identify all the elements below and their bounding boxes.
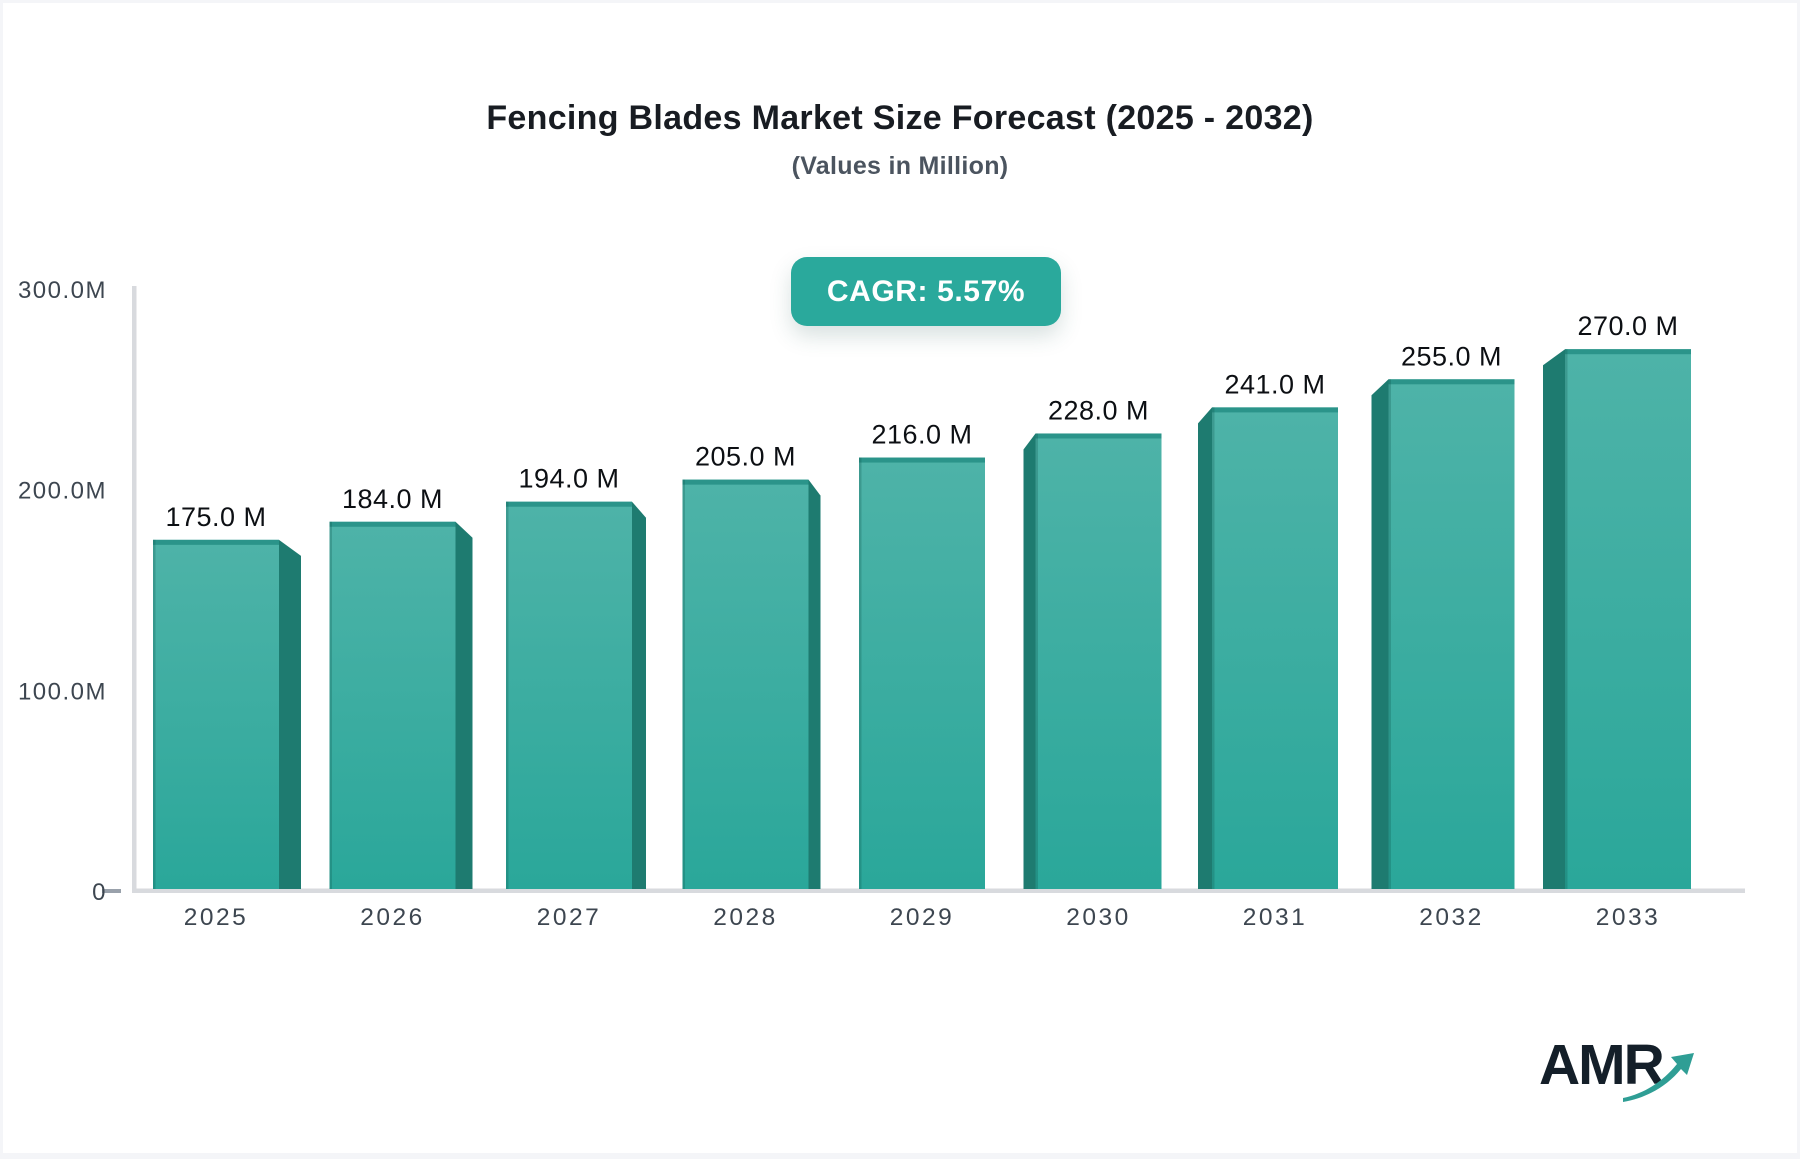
bar-2028 — [682, 479, 809, 889]
x-axis-label: 2030 — [1066, 904, 1131, 931]
y-axis-label: 300.0M — [18, 277, 107, 304]
bar-value-label: 184.0 M — [342, 484, 443, 514]
bar-2026 — [329, 521, 456, 889]
chart-canvas: 300.0M 200.0M 100.0M 0 175.0 M 2025 184.0 M 202… — [18, 277, 1745, 931]
bar-top-edge-2029 — [859, 457, 985, 463]
bar-left-edge-2032 — [1388, 379, 1391, 889]
bar-top-edge-2032 — [1388, 379, 1515, 385]
bar-value-label: 216.0 M — [871, 420, 972, 450]
bar-left-edge-2033 — [1565, 349, 1568, 889]
bar-side-2032 — [1371, 379, 1389, 889]
chart-card: Fencing Blades Market Size Forecast (202… — [3, 3, 1797, 1153]
bar-2031 — [1212, 407, 1338, 889]
bar-value-label: 205.0 M — [695, 442, 796, 472]
bar-value-label: 228.0 M — [1048, 395, 1149, 425]
y-axis-label: 0 — [92, 879, 107, 906]
bar-side-2031 — [1198, 407, 1212, 889]
bar-side-2028 — [808, 479, 821, 889]
bar-left-edge-2026 — [329, 521, 332, 889]
bar-value-label: 241.0 M — [1224, 369, 1325, 399]
bar-left-edge-2025 — [153, 539, 156, 889]
bar-side-2030 — [1023, 433, 1036, 889]
amr-logo: AMR — [1539, 1037, 1759, 1117]
bar-top-edge-2027 — [506, 501, 632, 507]
y-axis-label: 200.0M — [18, 478, 107, 505]
x-axis-label: 2028 — [713, 904, 778, 931]
x-axis-label: 2033 — [1596, 904, 1661, 931]
bar-value-label: 255.0 M — [1401, 341, 1502, 371]
logo-arrow-icon — [1623, 1053, 1694, 1102]
bar-value-label: 175.0 M — [165, 502, 266, 532]
bar-2025 — [153, 539, 279, 889]
x-axis-label: 2029 — [890, 904, 955, 931]
bar-side-2033 — [1543, 349, 1565, 889]
bar-side-2026 — [455, 521, 473, 889]
bar-left-edge-2027 — [506, 501, 509, 889]
bar-top-edge-2031 — [1212, 407, 1338, 413]
x-axis-label: 2026 — [360, 904, 425, 931]
bar-side-2025 — [279, 539, 301, 889]
x-axis-label: 2032 — [1419, 904, 1484, 931]
bar-2027 — [506, 501, 632, 889]
bar-left-edge-2029 — [859, 457, 862, 889]
y-axis-line — [132, 286, 137, 893]
bar-top-edge-2025 — [153, 539, 279, 545]
bar-top-edge-2026 — [329, 521, 456, 527]
bar-2030 — [1035, 433, 1162, 889]
x-axis-line — [132, 888, 1745, 893]
bar-top-edge-2030 — [1035, 433, 1162, 439]
chart-subtitle: (Values in Million) — [791, 152, 1009, 180]
bar-left-edge-2031 — [1212, 407, 1215, 889]
x-axis-label: 2025 — [184, 904, 249, 931]
bar-left-edge-2028 — [682, 479, 685, 889]
bar-top-edge-2033 — [1565, 349, 1691, 355]
bar-side-2027 — [632, 501, 646, 889]
logo-text: AMR — [1539, 1033, 1665, 1097]
chart-title: Fencing Blades Market Size Forecast (202… — [486, 99, 1314, 137]
bar-value-label: 194.0 M — [518, 464, 619, 494]
zero-tick — [102, 889, 121, 893]
x-axis-label: 2031 — [1243, 904, 1308, 931]
x-axis-label: 2027 — [537, 904, 602, 931]
cagr-badge: CAGR: 5.57% — [791, 257, 1061, 326]
bar-top-edge-2028 — [682, 479, 809, 485]
bar-left-edge-2030 — [1035, 433, 1038, 889]
bar-value-label: 270.0 M — [1577, 311, 1678, 341]
y-axis-label: 100.0M — [18, 678, 107, 705]
bar-2032 — [1388, 379, 1515, 889]
bar-2029 — [859, 457, 985, 889]
bar-2033 — [1565, 349, 1691, 889]
